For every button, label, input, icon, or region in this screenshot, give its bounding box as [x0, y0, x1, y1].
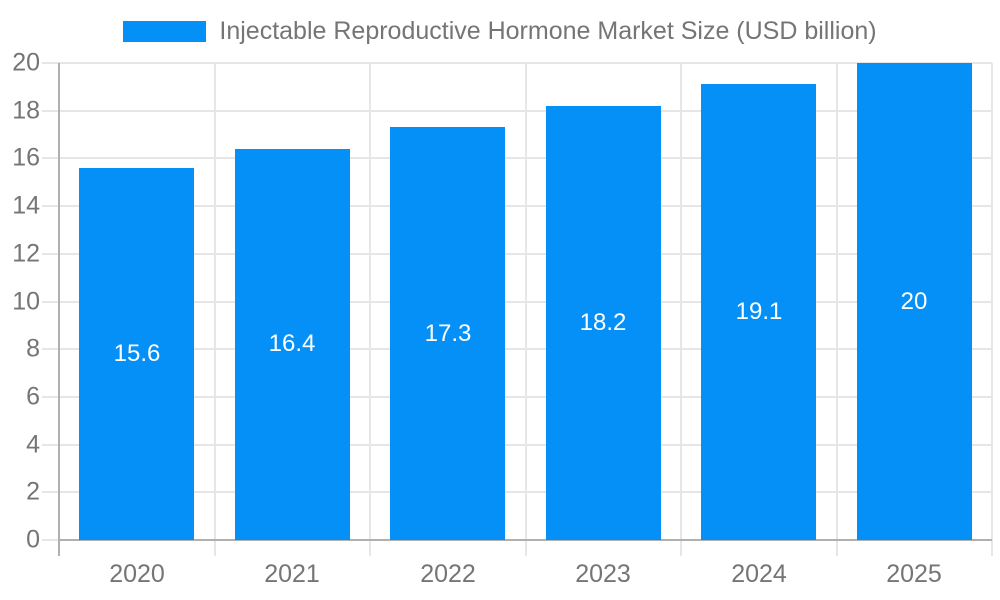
- y-tick-label: 6: [26, 382, 40, 411]
- x-tick-mark: [680, 540, 682, 556]
- gridline-vertical: [525, 63, 527, 540]
- gridline-horizontal: [42, 157, 992, 159]
- bar-2020[interactable]: [79, 168, 194, 540]
- gridline-horizontal: [42, 491, 992, 493]
- gridline-vertical: [214, 63, 216, 540]
- x-tick-label: 2022: [420, 560, 476, 588]
- bar-2024[interactable]: [701, 84, 816, 540]
- x-tick-label: 2021: [264, 560, 320, 588]
- bar-2022[interactable]: [390, 127, 505, 540]
- x-tick-label: 2025: [886, 560, 942, 588]
- x-tick-label: 2023: [575, 560, 631, 588]
- legend-label: Injectable Reproductive Hormone Market S…: [219, 16, 877, 45]
- gridline-vertical: [369, 63, 371, 540]
- y-tick-label: 18: [12, 96, 40, 125]
- y-tick-label: 8: [26, 334, 40, 363]
- y-tick-label: 4: [26, 430, 40, 459]
- gridline-horizontal: [42, 62, 992, 64]
- y-tick-mark: [42, 539, 59, 541]
- x-tick-label: 2024: [731, 560, 787, 588]
- y-tick-label: 10: [12, 287, 40, 316]
- bar-value-label: 16.4: [268, 330, 316, 357]
- x-axis-line: [59, 539, 992, 541]
- bar-value-label: 19.1: [735, 298, 783, 325]
- gridline-horizontal: [42, 348, 992, 350]
- x-tick-mark: [525, 540, 527, 556]
- y-tick-label: 0: [26, 525, 40, 554]
- x-tick-label: 2020: [109, 560, 165, 588]
- legend-swatch: [123, 20, 207, 42]
- x-tick-mark: [991, 540, 993, 556]
- y-tick-label: 14: [12, 191, 40, 220]
- gridline-vertical: [680, 63, 682, 540]
- gridline-vertical: [991, 63, 993, 540]
- bar-value-label: 17.3: [424, 320, 472, 347]
- bar-value-label: 15.6: [113, 340, 161, 367]
- y-axis-line: [58, 63, 60, 556]
- y-tick-label: 2: [26, 477, 40, 506]
- bar-2025[interactable]: [857, 63, 972, 540]
- x-tick-mark: [369, 540, 371, 556]
- gridline-horizontal: [42, 301, 992, 303]
- y-tick-label: 12: [12, 239, 40, 268]
- bar-2021[interactable]: [235, 149, 350, 540]
- y-tick-label: 20: [12, 48, 40, 77]
- y-tick-label: 16: [12, 143, 40, 172]
- x-tick-mark: [836, 540, 838, 556]
- bar-value-label: 20: [900, 288, 928, 315]
- legend: Injectable Reproductive Hormone Market S…: [0, 14, 1000, 48]
- bar-value-label: 18.2: [579, 309, 627, 336]
- gridline-horizontal: [42, 205, 992, 207]
- x-tick-mark: [214, 540, 216, 556]
- gridline-horizontal: [42, 253, 992, 255]
- gridline-vertical: [836, 63, 838, 540]
- bar-2023[interactable]: [546, 106, 661, 540]
- gridline-horizontal: [42, 396, 992, 398]
- gridline-horizontal: [42, 444, 992, 446]
- gridline-horizontal: [42, 110, 992, 112]
